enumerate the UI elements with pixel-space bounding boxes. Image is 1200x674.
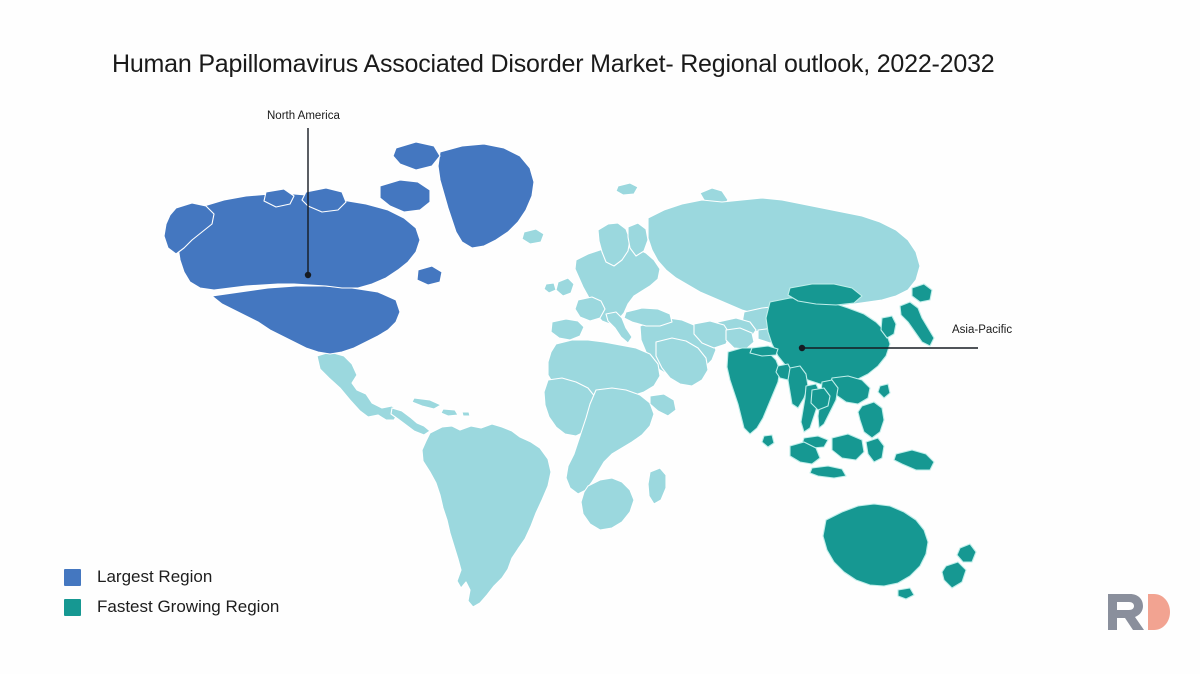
logo-accent-d bbox=[1148, 594, 1170, 630]
country-iceland bbox=[521, 228, 545, 245]
island-newfoundland bbox=[416, 265, 443, 286]
country-italy bbox=[605, 311, 633, 344]
country-france bbox=[574, 296, 606, 322]
legend-item-fastest-growing-region[interactable]: Fastest Growing Region bbox=[64, 592, 279, 622]
country-hispaniola bbox=[440, 408, 459, 417]
country-philippines bbox=[857, 401, 885, 439]
country-taiwan bbox=[877, 383, 891, 399]
country-korea bbox=[880, 315, 897, 339]
region-south-america bbox=[421, 423, 552, 608]
country-indonesia-borneo bbox=[831, 433, 865, 461]
country-caribbean-cuba bbox=[411, 397, 442, 410]
country-finland bbox=[627, 222, 649, 257]
country-alaska bbox=[163, 202, 215, 255]
world-map-container bbox=[0, 90, 1200, 610]
country-indonesia-java bbox=[809, 465, 847, 479]
country-somalia-horn bbox=[649, 393, 677, 417]
country-mexico bbox=[316, 351, 400, 421]
rd-logo bbox=[1108, 594, 1170, 630]
island-banks bbox=[263, 188, 295, 208]
country-canada bbox=[177, 193, 421, 291]
country-spain-portugal bbox=[550, 318, 585, 341]
country-arabian-peninsula bbox=[655, 337, 709, 387]
country-madagascar bbox=[647, 467, 667, 505]
country-ireland bbox=[543, 282, 557, 294]
country-greenland bbox=[437, 143, 535, 249]
legend-swatch-largest-region bbox=[64, 568, 81, 586]
region-asia-pacific bbox=[726, 283, 977, 600]
country-indonesia-sulawesi bbox=[865, 437, 885, 463]
country-central-america bbox=[390, 407, 431, 436]
legend-label-fastest-growing-region: Fastest Growing Region bbox=[97, 597, 280, 616]
legend-item-largest-region[interactable]: Largest Region bbox=[64, 562, 279, 592]
country-uk bbox=[555, 277, 575, 297]
country-indonesia-sumatra bbox=[789, 441, 821, 465]
country-new-zealand-north bbox=[956, 543, 977, 563]
country-nepal-bhutan bbox=[749, 345, 779, 357]
region-russia bbox=[647, 197, 921, 317]
country-iran bbox=[693, 320, 731, 349]
annotation-label-north-america: North America bbox=[267, 110, 340, 122]
country-usa-contiguous bbox=[211, 285, 401, 355]
island-baffin bbox=[379, 179, 431, 213]
country-tasmania bbox=[897, 587, 915, 600]
world-map bbox=[163, 141, 977, 608]
logo-letter-r bbox=[1108, 594, 1144, 630]
region-africa-south bbox=[580, 477, 635, 531]
region-rest-of-world bbox=[316, 182, 921, 608]
country-sri-lanka bbox=[761, 434, 775, 448]
annotation-label-asia-pacific: Asia-Pacific bbox=[952, 324, 1013, 336]
country-afghanistan-pakistan-w bbox=[725, 327, 755, 350]
country-japan bbox=[899, 301, 935, 347]
country-new-zealand-south bbox=[941, 561, 967, 589]
country-myanmar bbox=[787, 365, 809, 409]
island-victoria bbox=[301, 187, 347, 213]
country-puerto-rico bbox=[461, 411, 471, 417]
country-australia bbox=[822, 503, 929, 587]
country-papua-new-guinea bbox=[893, 449, 935, 471]
island-ellesmere bbox=[392, 141, 441, 171]
country-mongolia bbox=[787, 283, 863, 306]
country-turkey bbox=[623, 307, 673, 327]
country-china bbox=[765, 297, 891, 387]
legend-label-largest-region: Largest Region bbox=[97, 567, 213, 586]
legend: Largest Region Fastest Growing Region bbox=[64, 562, 279, 622]
country-scandinavia bbox=[597, 222, 631, 267]
page-title: Human Papillomavirus Associated Disorder… bbox=[112, 50, 995, 78]
country-japan-north bbox=[911, 283, 933, 303]
region-north-america bbox=[163, 141, 535, 355]
country-svalbard bbox=[615, 182, 639, 196]
legend-swatch-fastest-growing-region bbox=[64, 598, 81, 616]
country-laos-cambodia bbox=[810, 387, 831, 411]
